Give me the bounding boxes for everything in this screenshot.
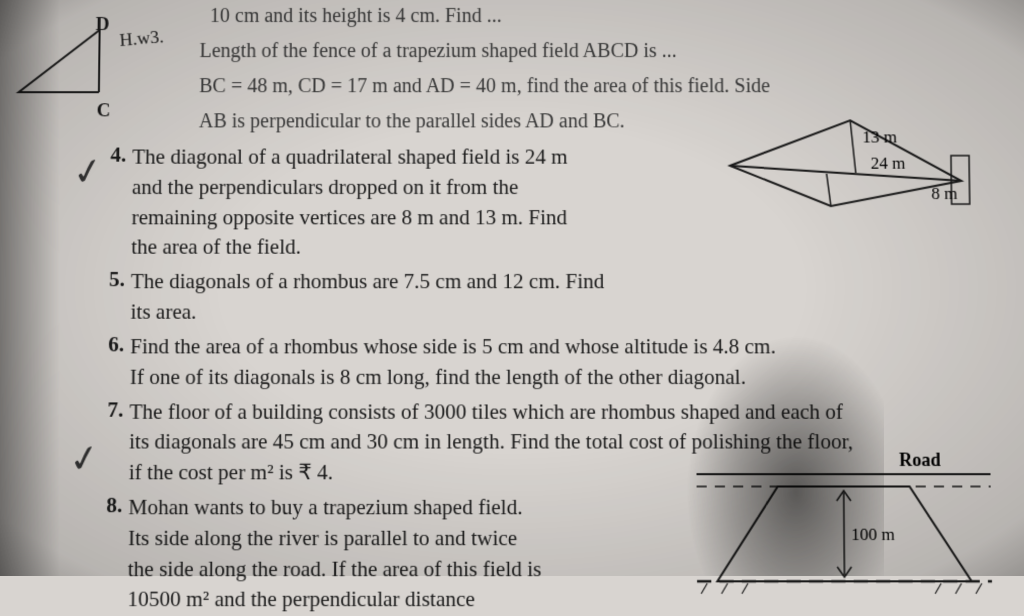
q5-line-2: its area. bbox=[130, 297, 988, 327]
partial-line-a: 10 cm and its height is 4 cm. Find ... bbox=[210, 2, 985, 31]
quadrilateral-figure: 13 m 24 m 8 m bbox=[720, 110, 972, 221]
q4-line-3: remaining opposite vertices are 8 m and … bbox=[131, 203, 725, 233]
handwritten-mark: H.w3. bbox=[119, 26, 165, 51]
q4-line-2: and the perpendiculars dropped on it fro… bbox=[132, 173, 725, 203]
q5-line-1: The diagonals of a rhombus are 7.5 cm an… bbox=[131, 267, 988, 297]
q4-line-1: The diagonal of a quadrilateral shaped f… bbox=[132, 143, 725, 173]
vertex-label-c: C bbox=[97, 100, 111, 122]
q6-line-1: Find the area of a rhombus whose side is… bbox=[130, 332, 989, 362]
fig-label-road: Road bbox=[899, 452, 941, 470]
q7-line-1: The floor of a building consists of 3000… bbox=[129, 397, 990, 428]
q8-line-3: the side along the road. If the area of … bbox=[128, 554, 687, 585]
q4-line-4: the area of the field. bbox=[131, 233, 726, 263]
fig-label-100m: 100 m bbox=[851, 525, 895, 545]
q6-number: 6. bbox=[96, 332, 125, 357]
road-trapezium-figure: Road 100 m bbox=[686, 452, 1002, 596]
vertex-label-d: D bbox=[96, 14, 110, 36]
q8-line-1: Mohan wants to buy a trapezium shaped fi… bbox=[128, 493, 686, 524]
fig-label-13m: 13 m bbox=[862, 127, 897, 146]
fig-label-8m: 8 m bbox=[931, 184, 957, 203]
q7-number: 7. bbox=[95, 397, 124, 423]
question-5: 5. The diagonals of a rhombus are 7.5 cm… bbox=[96, 267, 988, 328]
q8-number: 8. bbox=[94, 493, 123, 519]
partial-triangle-figure bbox=[13, 22, 104, 112]
q8-line-4: 10500 m² and the perpendicular distance bbox=[127, 585, 687, 616]
q6-line-2: If one of its diagonals is 8 cm long, fi… bbox=[130, 362, 990, 392]
q3-line-2: BC = 48 m, CD = 17 m and AD = 40 m, find… bbox=[199, 72, 985, 101]
tick-mark-q7: ✓ bbox=[66, 435, 103, 483]
q8-line-2: Its side along the river is parallel to … bbox=[128, 523, 687, 554]
q3-line-1: Length of the fence of a trapezium shape… bbox=[199, 37, 985, 66]
fig-label-24m: 24 m bbox=[871, 154, 906, 173]
q5-number: 5. bbox=[96, 267, 125, 292]
question-6: 6. Find the area of a rhombus whose side… bbox=[95, 332, 989, 393]
